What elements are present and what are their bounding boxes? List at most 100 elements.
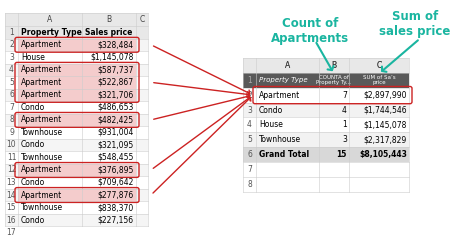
Text: A: A <box>47 15 53 24</box>
Text: Townhouse: Townhouse <box>21 153 63 162</box>
FancyBboxPatch shape <box>5 189 148 201</box>
Text: 1: 1 <box>342 120 347 130</box>
FancyBboxPatch shape <box>18 164 136 176</box>
Text: Apartment: Apartment <box>21 78 62 87</box>
Text: Apartment: Apartment <box>21 115 62 124</box>
Text: $2,317,829: $2,317,829 <box>364 135 407 144</box>
Text: 8: 8 <box>9 115 14 124</box>
Text: Apartment: Apartment <box>21 40 62 49</box>
Text: 6: 6 <box>9 90 14 99</box>
Text: 15: 15 <box>337 150 347 159</box>
Text: Townhouse: Townhouse <box>259 135 301 144</box>
Text: Townhouse: Townhouse <box>21 128 63 137</box>
FancyBboxPatch shape <box>5 38 148 51</box>
FancyBboxPatch shape <box>243 162 409 177</box>
Text: Apartment: Apartment <box>21 90 62 99</box>
FancyBboxPatch shape <box>5 63 148 76</box>
FancyBboxPatch shape <box>18 189 136 201</box>
Text: B: B <box>107 15 111 24</box>
FancyBboxPatch shape <box>5 51 148 63</box>
FancyBboxPatch shape <box>243 132 409 147</box>
Text: 14: 14 <box>7 190 16 199</box>
Text: 4: 4 <box>247 120 252 130</box>
Text: 13: 13 <box>7 178 16 187</box>
Text: C: C <box>376 61 382 70</box>
Text: Condo: Condo <box>21 215 45 224</box>
FancyBboxPatch shape <box>5 139 148 151</box>
Text: Apartment: Apartment <box>21 190 62 199</box>
FancyBboxPatch shape <box>18 63 136 101</box>
Text: Condo: Condo <box>21 103 45 112</box>
Text: Townhouse: Townhouse <box>21 203 63 212</box>
Text: 3: 3 <box>247 105 252 114</box>
Text: $838,370: $838,370 <box>98 203 134 212</box>
Text: House: House <box>259 120 283 130</box>
Text: B: B <box>331 61 337 70</box>
Text: $709,642: $709,642 <box>98 178 134 187</box>
Text: $548,455: $548,455 <box>98 153 134 162</box>
Text: Condo: Condo <box>21 178 45 187</box>
FancyBboxPatch shape <box>243 88 409 103</box>
Text: SUM of Sa’s
price: SUM of Sa’s price <box>363 75 395 85</box>
Text: $277,876: $277,876 <box>98 190 134 199</box>
Text: C: C <box>139 15 145 24</box>
Text: 5: 5 <box>9 78 14 87</box>
Text: $1,744,546: $1,744,546 <box>364 105 407 114</box>
FancyBboxPatch shape <box>243 58 409 73</box>
Text: 7: 7 <box>247 165 252 174</box>
Text: 7: 7 <box>9 103 14 112</box>
Text: Apartment: Apartment <box>21 165 62 174</box>
Text: 7: 7 <box>342 91 347 100</box>
Text: 1: 1 <box>9 28 14 37</box>
FancyBboxPatch shape <box>18 38 136 51</box>
FancyBboxPatch shape <box>243 118 409 132</box>
FancyBboxPatch shape <box>243 177 409 192</box>
Text: 9: 9 <box>9 128 14 137</box>
Text: 11: 11 <box>7 153 16 162</box>
Text: $931,004: $931,004 <box>98 128 134 137</box>
FancyBboxPatch shape <box>5 88 148 101</box>
Text: 6: 6 <box>247 150 252 159</box>
Text: $1,145,078: $1,145,078 <box>91 53 134 62</box>
Text: $1,145,078: $1,145,078 <box>364 120 407 130</box>
Text: 2: 2 <box>9 40 14 49</box>
Text: $8,105,443: $8,105,443 <box>359 150 407 159</box>
FancyBboxPatch shape <box>5 226 148 236</box>
Text: Apartment: Apartment <box>21 65 62 74</box>
Text: Condo: Condo <box>259 105 283 114</box>
Text: 12: 12 <box>7 165 16 174</box>
Text: 1: 1 <box>247 76 252 85</box>
FancyBboxPatch shape <box>5 126 148 139</box>
Text: $227,156: $227,156 <box>98 215 134 224</box>
Text: 3: 3 <box>342 135 347 144</box>
FancyBboxPatch shape <box>5 151 148 164</box>
Text: Sum of
sales price: Sum of sales price <box>379 10 451 38</box>
Text: $2,897,990: $2,897,990 <box>364 91 407 100</box>
FancyBboxPatch shape <box>243 103 409 118</box>
Text: Grand Total: Grand Total <box>259 150 309 159</box>
Text: 2: 2 <box>247 91 252 100</box>
Text: 10: 10 <box>7 140 16 149</box>
Text: Property Type: Property Type <box>21 28 82 37</box>
Text: 5: 5 <box>247 135 252 144</box>
Text: B: B <box>331 61 337 70</box>
FancyBboxPatch shape <box>5 76 148 88</box>
FancyBboxPatch shape <box>5 114 148 126</box>
Text: $321,706: $321,706 <box>98 90 134 99</box>
FancyBboxPatch shape <box>5 101 148 114</box>
Text: $328,484: $328,484 <box>98 40 134 49</box>
Text: $522,867: $522,867 <box>98 78 134 87</box>
FancyBboxPatch shape <box>5 201 148 214</box>
FancyBboxPatch shape <box>243 73 409 88</box>
Text: $321,095: $321,095 <box>98 140 134 149</box>
Text: Property Type: Property Type <box>259 77 308 83</box>
Text: Apartment: Apartment <box>259 91 300 100</box>
Text: $482,425: $482,425 <box>98 115 134 124</box>
Text: 3: 3 <box>9 53 14 62</box>
FancyBboxPatch shape <box>5 214 148 226</box>
Text: Sales price: Sales price <box>85 28 132 37</box>
Text: 16: 16 <box>7 215 16 224</box>
Text: $486,653: $486,653 <box>98 103 134 112</box>
Text: 17: 17 <box>7 228 16 236</box>
Text: Condo: Condo <box>21 140 45 149</box>
